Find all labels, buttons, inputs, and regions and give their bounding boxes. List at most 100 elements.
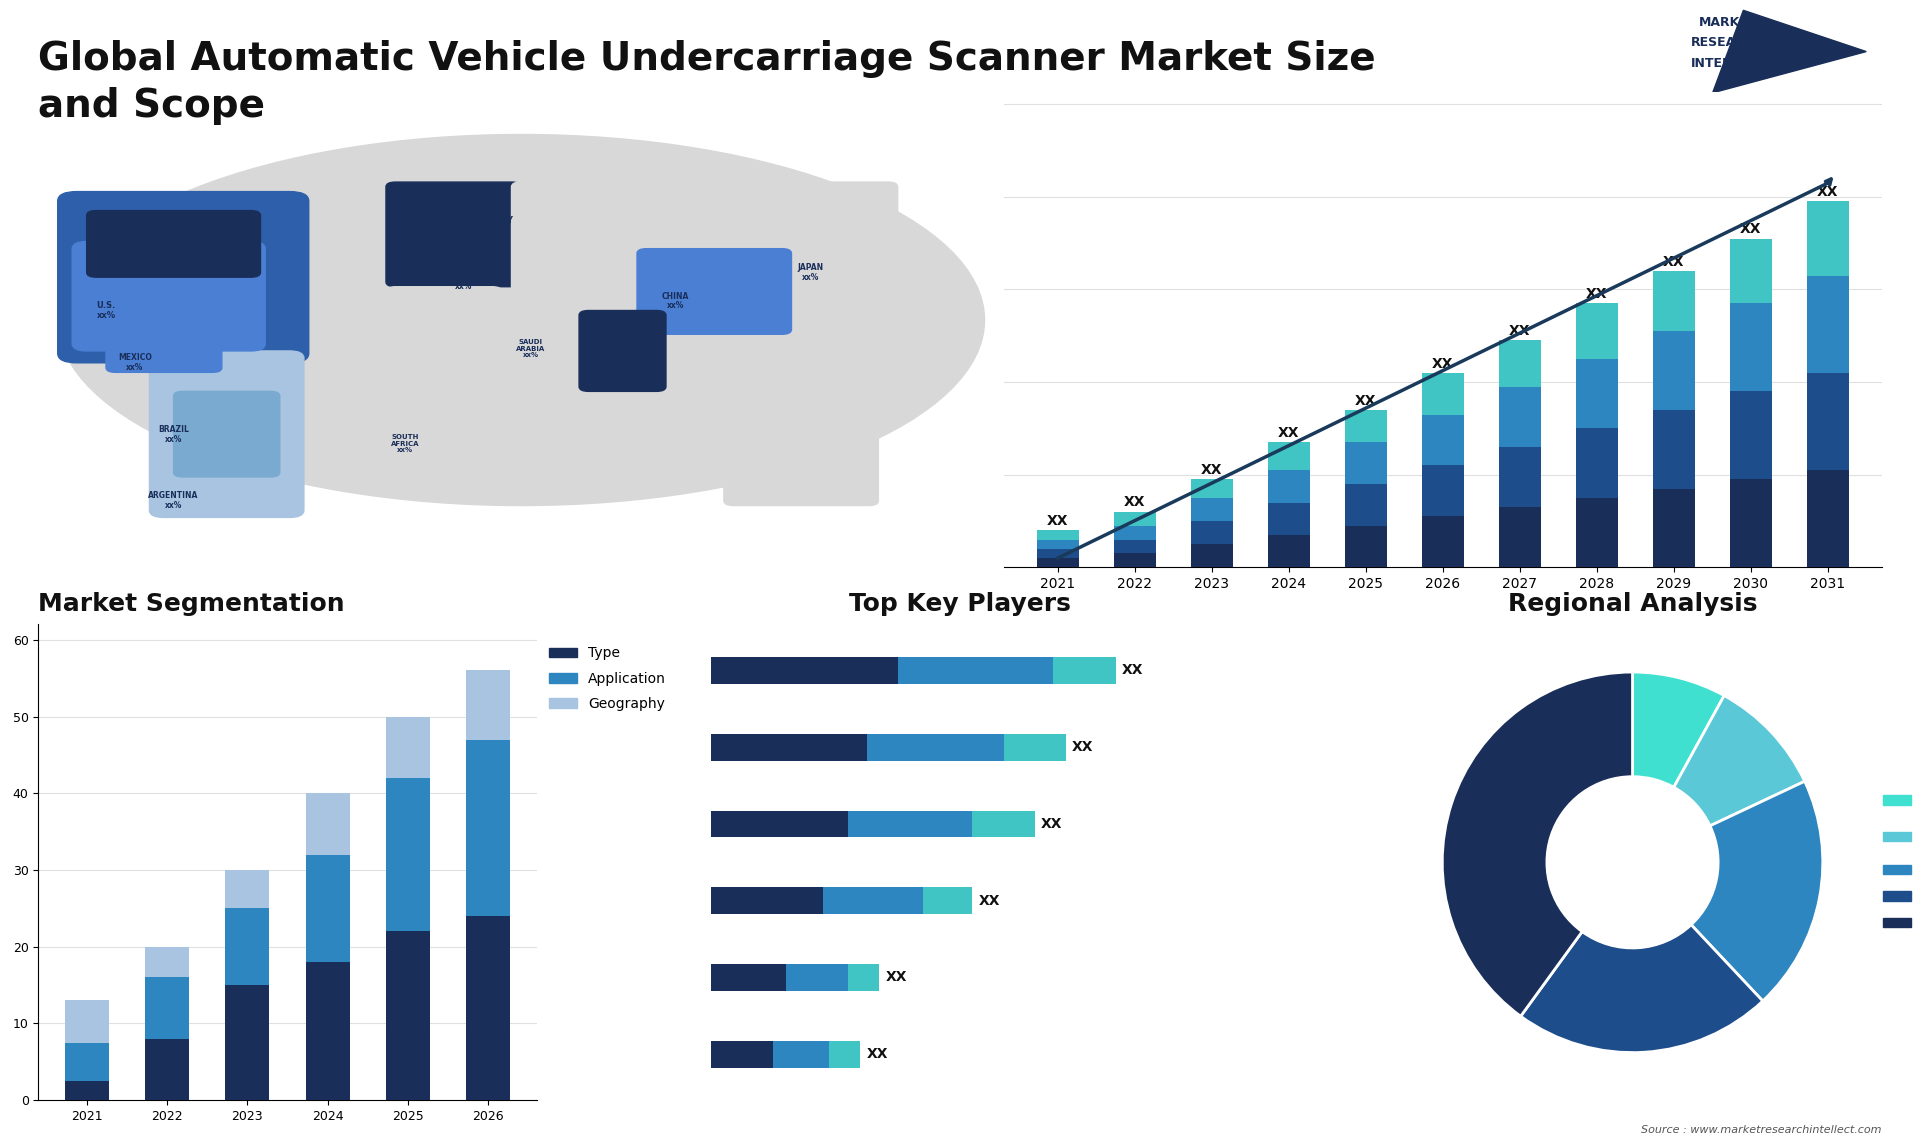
FancyBboxPatch shape — [73, 242, 265, 351]
Bar — [1344, 484, 1386, 526]
Text: XX: XX — [1740, 222, 1761, 236]
Bar — [65, 1043, 109, 1081]
Text: XX: XX — [1432, 356, 1453, 370]
FancyBboxPatch shape — [724, 425, 877, 505]
Bar — [1267, 535, 1309, 567]
Bar — [1421, 517, 1463, 567]
Bar — [774, 1041, 829, 1068]
Bar — [65, 1081, 109, 1100]
Bar — [144, 947, 188, 978]
Bar — [65, 1000, 109, 1043]
Bar — [849, 964, 879, 991]
Text: MEXICO
xx%: MEXICO xx% — [117, 353, 152, 372]
Text: INTELLECT: INTELLECT — [1692, 57, 1764, 70]
Bar — [305, 793, 349, 855]
Bar — [924, 887, 972, 915]
Bar — [1653, 331, 1695, 410]
Title: Regional Analysis: Regional Analysis — [1507, 591, 1757, 615]
Text: XX: XX — [1586, 286, 1607, 301]
Bar — [1576, 497, 1619, 567]
Bar — [1807, 372, 1849, 470]
Bar — [1807, 470, 1849, 567]
Text: U.K.
xx%: U.K. xx% — [405, 206, 424, 225]
Text: XX: XX — [1816, 186, 1839, 199]
Bar — [467, 739, 511, 916]
FancyBboxPatch shape — [106, 324, 223, 372]
Text: XX: XX — [1356, 393, 1377, 408]
Bar — [1037, 549, 1079, 558]
Text: Source : www.marketresearchintellect.com: Source : www.marketresearchintellect.com — [1642, 1124, 1882, 1135]
Bar — [1114, 526, 1156, 540]
Text: BRAZIL
xx%: BRAZIL xx% — [157, 425, 188, 444]
Bar — [467, 916, 511, 1100]
Bar — [1653, 410, 1695, 488]
Wedge shape — [1692, 782, 1822, 1000]
Text: XX: XX — [1279, 426, 1300, 440]
Bar — [1267, 470, 1309, 503]
Bar — [1114, 512, 1156, 526]
Text: INDIA
xx%: INDIA xx% — [586, 359, 611, 377]
Ellipse shape — [58, 134, 985, 505]
Bar — [1114, 554, 1156, 567]
Bar — [305, 855, 349, 961]
FancyBboxPatch shape — [86, 211, 261, 277]
Bar — [710, 1041, 774, 1068]
Text: CHINA
xx%: CHINA xx% — [662, 291, 689, 311]
Bar — [1190, 521, 1233, 544]
FancyBboxPatch shape — [637, 249, 791, 335]
Bar — [1037, 540, 1079, 549]
Bar — [1267, 503, 1309, 535]
Text: XX: XX — [1202, 463, 1223, 477]
Bar — [866, 733, 1004, 761]
Bar — [1500, 447, 1542, 508]
Bar — [1421, 372, 1463, 415]
Bar — [305, 961, 349, 1100]
Wedge shape — [1632, 672, 1724, 787]
Bar — [225, 986, 269, 1100]
Text: RESEARCH: RESEARCH — [1692, 37, 1764, 49]
Bar — [1190, 497, 1233, 521]
Bar — [1807, 275, 1849, 372]
Bar — [1114, 540, 1156, 554]
Wedge shape — [1674, 696, 1805, 826]
FancyBboxPatch shape — [386, 286, 501, 477]
Bar — [1730, 304, 1772, 392]
Title: Top Key Players: Top Key Players — [849, 591, 1071, 615]
Bar — [1807, 202, 1849, 275]
Bar — [1500, 386, 1542, 447]
Bar — [1500, 508, 1542, 567]
Text: ARGENTINA
xx%: ARGENTINA xx% — [148, 492, 200, 510]
Bar — [1500, 340, 1542, 386]
Bar — [1421, 415, 1463, 465]
Text: XX: XX — [1121, 664, 1144, 677]
Bar — [972, 810, 1035, 838]
Bar — [1653, 270, 1695, 331]
Text: MARKET: MARKET — [1699, 16, 1757, 29]
Bar — [1576, 304, 1619, 359]
FancyBboxPatch shape — [386, 182, 520, 286]
Bar — [1344, 410, 1386, 442]
Text: XX: XX — [1509, 324, 1530, 338]
Text: CANADA
xx%: CANADA xx% — [115, 211, 156, 229]
FancyBboxPatch shape — [58, 191, 309, 363]
Bar — [1421, 465, 1463, 517]
Bar — [1037, 558, 1079, 567]
Text: XX: XX — [866, 1047, 889, 1061]
Bar — [1344, 526, 1386, 567]
Text: JAPAN
xx%: JAPAN xx% — [797, 264, 824, 282]
Text: SAUDI
ARABIA
xx%: SAUDI ARABIA xx% — [516, 339, 545, 358]
Text: XX: XX — [1123, 495, 1146, 510]
Bar — [1037, 531, 1079, 540]
Bar — [849, 810, 972, 838]
Bar — [1190, 544, 1233, 567]
Bar — [144, 1038, 188, 1100]
Text: Global Automatic Vehicle Undercarriage Scanner Market Size
and Scope: Global Automatic Vehicle Undercarriage S… — [38, 40, 1377, 125]
Text: XX: XX — [979, 894, 1000, 908]
Bar — [1653, 488, 1695, 567]
Bar — [1730, 238, 1772, 304]
Bar — [1344, 442, 1386, 484]
Bar — [386, 932, 430, 1100]
Text: XX: XX — [1041, 817, 1062, 831]
Bar — [1054, 657, 1116, 684]
Bar — [386, 716, 430, 778]
